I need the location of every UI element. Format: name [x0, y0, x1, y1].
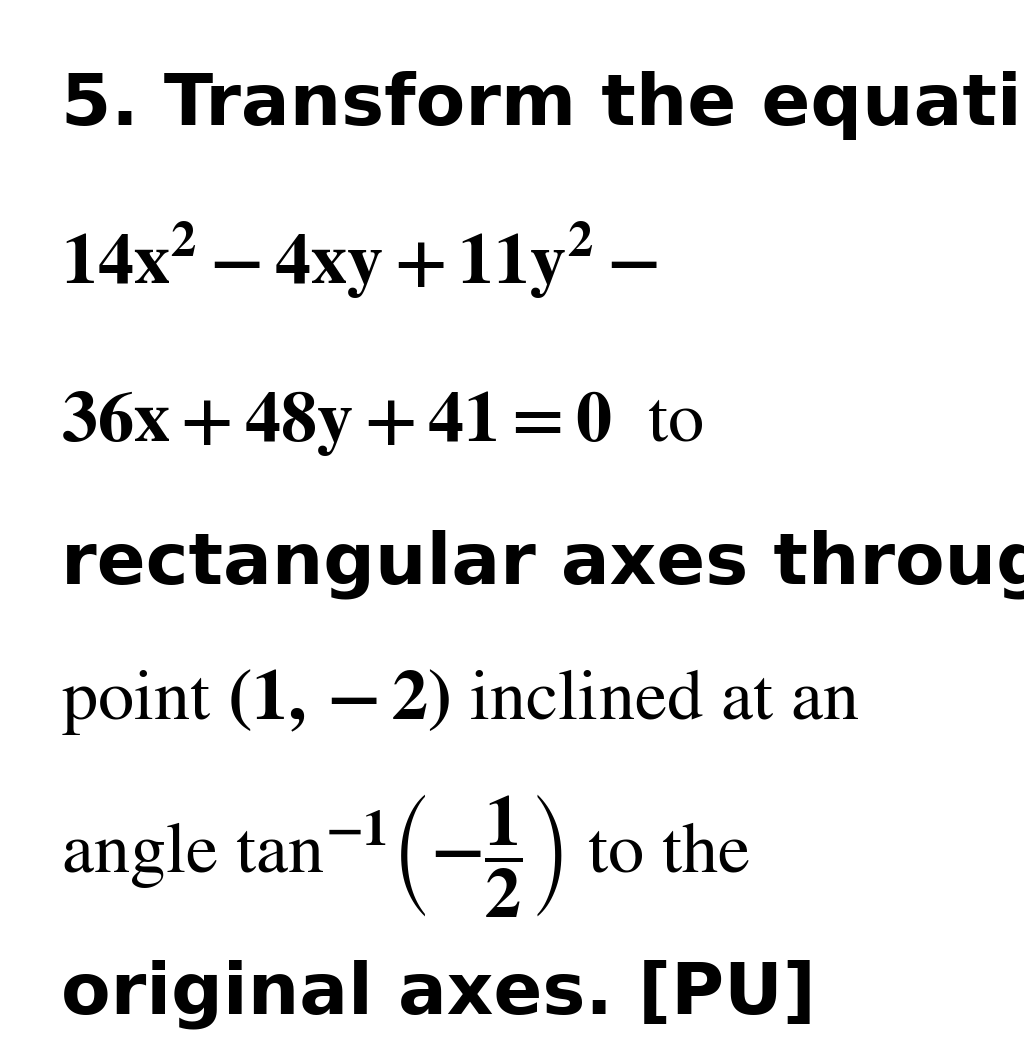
Text: 5. Transform the equation: 5. Transform the equation [61, 71, 1024, 141]
Text: $\mathbf{14x^2 - 4xy + 11y^2 -}$: $\mathbf{14x^2 - 4xy + 11y^2 -}$ [61, 218, 658, 301]
Text: angle $\mathbf{\tan^{-1}\!\left(-\dfrac{1}{2}\right)}$ to the: angle $\mathbf{\tan^{-1}\!\left(-\dfrac{… [61, 792, 751, 919]
Text: original axes. [PU]: original axes. [PU] [61, 959, 816, 1029]
Text: point $\mathbf{(1, -2)}$ inclined at an: point $\mathbf{(1, -2)}$ inclined at an [61, 667, 860, 737]
Text: $\mathbf{36x + 48y + 41 = 0}$  to: $\mathbf{36x + 48y + 41 = 0}$ to [61, 389, 703, 459]
Text: rectangular axes through the: rectangular axes through the [61, 529, 1024, 599]
